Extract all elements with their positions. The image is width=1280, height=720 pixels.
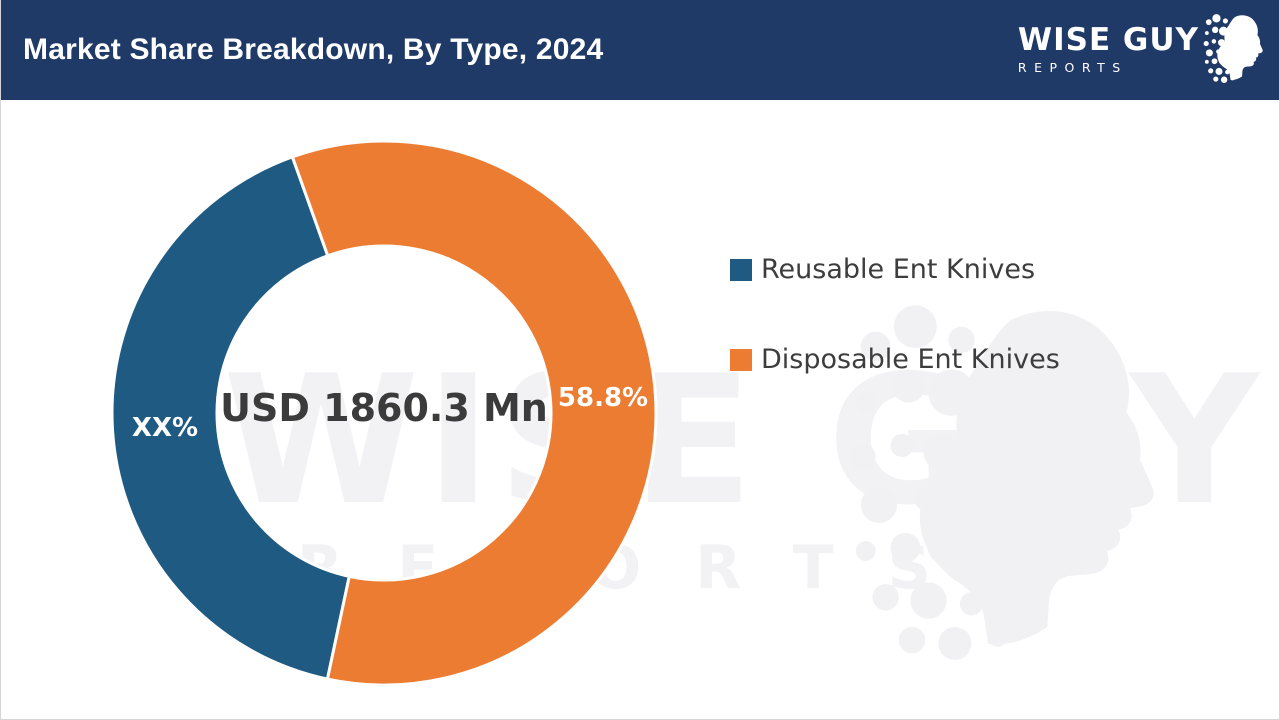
brand-logo: WISE GUY REPORTS [1018,13,1267,87]
logo-text: WISE GUY REPORTS [1017,22,1199,76]
legend-label: Reusable Ent Knives [761,254,1036,286]
donut-slice-1[interactable] [290,139,658,687]
chart-center-value: USD 1860.3 Mn [220,386,548,430]
header: Market Share Breakdown, By Type, 2024 WI… [1,0,1279,100]
logo-wordmark: WISE GUY [1017,22,1199,58]
legend-swatch-icon [730,349,752,371]
logo-face-icon [1203,13,1267,87]
legend-item-0[interactable]: Reusable Ent Knives [730,247,1060,293]
logo-subtitle: REPORTS [1017,60,1128,75]
slice-value-label-1: 58.8% [557,383,649,413]
page-title: Market Share Breakdown, By Type, 2024 [23,33,604,66]
legend-label: Disposable Ent Knives [761,344,1060,376]
chart-area: WISE GUY REPORTS USD 1860.3 Mn XX% 58.8% … [1,100,1279,719]
legend-item-1[interactable]: Disposable Ent Knives [730,337,1060,383]
slice-value-label-0: XX% [131,413,199,443]
legend-swatch-icon [730,259,752,281]
donut-chart [110,139,658,687]
donut-slice-0[interactable] [110,155,351,681]
chart-legend: Reusable Ent Knives Disposable Ent Knives [730,247,1060,383]
